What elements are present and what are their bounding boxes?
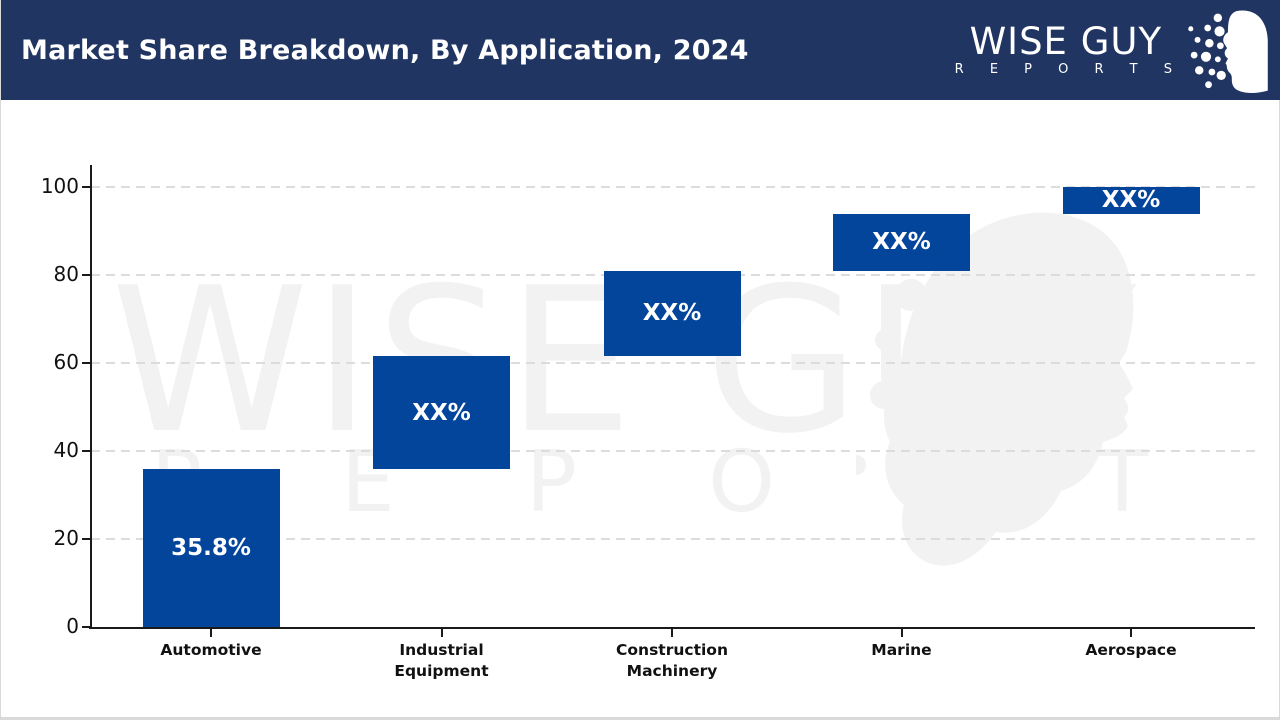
y-tick-label: 100 [40, 174, 79, 198]
bar-value-label: XX% [412, 399, 471, 426]
x-axis [89, 627, 1255, 629]
page-title: Market Share Breakdown, By Application, … [21, 34, 749, 66]
brand-reports-text: R E P O R T S [954, 62, 1183, 77]
gridline-y-60 [91, 362, 1256, 364]
bar-value-label: XX% [642, 300, 702, 327]
y-tick-label: 20 [53, 526, 79, 550]
y-tick-label: 0 [66, 614, 79, 638]
x-tick-label: Automotive [160, 641, 262, 659]
gridline-y-40 [91, 450, 1256, 452]
gridline-y-100 [91, 186, 1256, 188]
header-bar: Market Share Breakdown, By Application, … [1, 0, 1280, 100]
y-tick-mark-20 [82, 538, 91, 540]
bar-construction: XX% [603, 271, 741, 356]
brand-name-text: WISE GUY [969, 20, 1163, 63]
bar-value-label: XX% [872, 229, 931, 256]
y-axis [90, 165, 92, 629]
bar-marine: XX% [833, 213, 970, 272]
x-tick-label: Industrial Equipment [394, 641, 489, 680]
brand-wordmark: WISE GUY R E P O R T S [949, 23, 1183, 77]
y-tick-mark-60 [82, 362, 91, 364]
y-tick-mark-100 [82, 186, 91, 188]
y-tick-label: 60 [53, 350, 79, 374]
x-tick-label: Marine [871, 641, 932, 659]
y-tick-mark-40 [82, 450, 91, 452]
y-tick-mark-0 [82, 626, 91, 628]
bar-value-label: XX% [1101, 187, 1161, 214]
x-tick-mark-0 [210, 629, 212, 637]
y-tick-mark-80 [82, 274, 91, 276]
bar-value-label: 35.8% [171, 535, 251, 562]
y-tick-label: 40 [53, 438, 79, 462]
brand-logo: WISE GUY R E P O R T S [949, 6, 1280, 94]
bar-industrial: XX% [373, 355, 510, 470]
x-tick-mark-1 [440, 629, 443, 637]
x-tick-mark-4 [1130, 629, 1132, 637]
x-tick-label: Construction Machinery [616, 641, 728, 680]
x-tick-mark-3 [900, 629, 903, 637]
brand-head-profile-icon [1188, 10, 1268, 93]
bar-aerospace: XX% [1062, 187, 1200, 214]
bar-automotive: 35.8% [142, 469, 280, 627]
x-tick-label: Aerospace [1085, 641, 1177, 659]
x-tick-mark-2 [671, 629, 673, 637]
gridline-y-20 [91, 538, 1256, 540]
y-tick-label: 80 [53, 262, 79, 286]
